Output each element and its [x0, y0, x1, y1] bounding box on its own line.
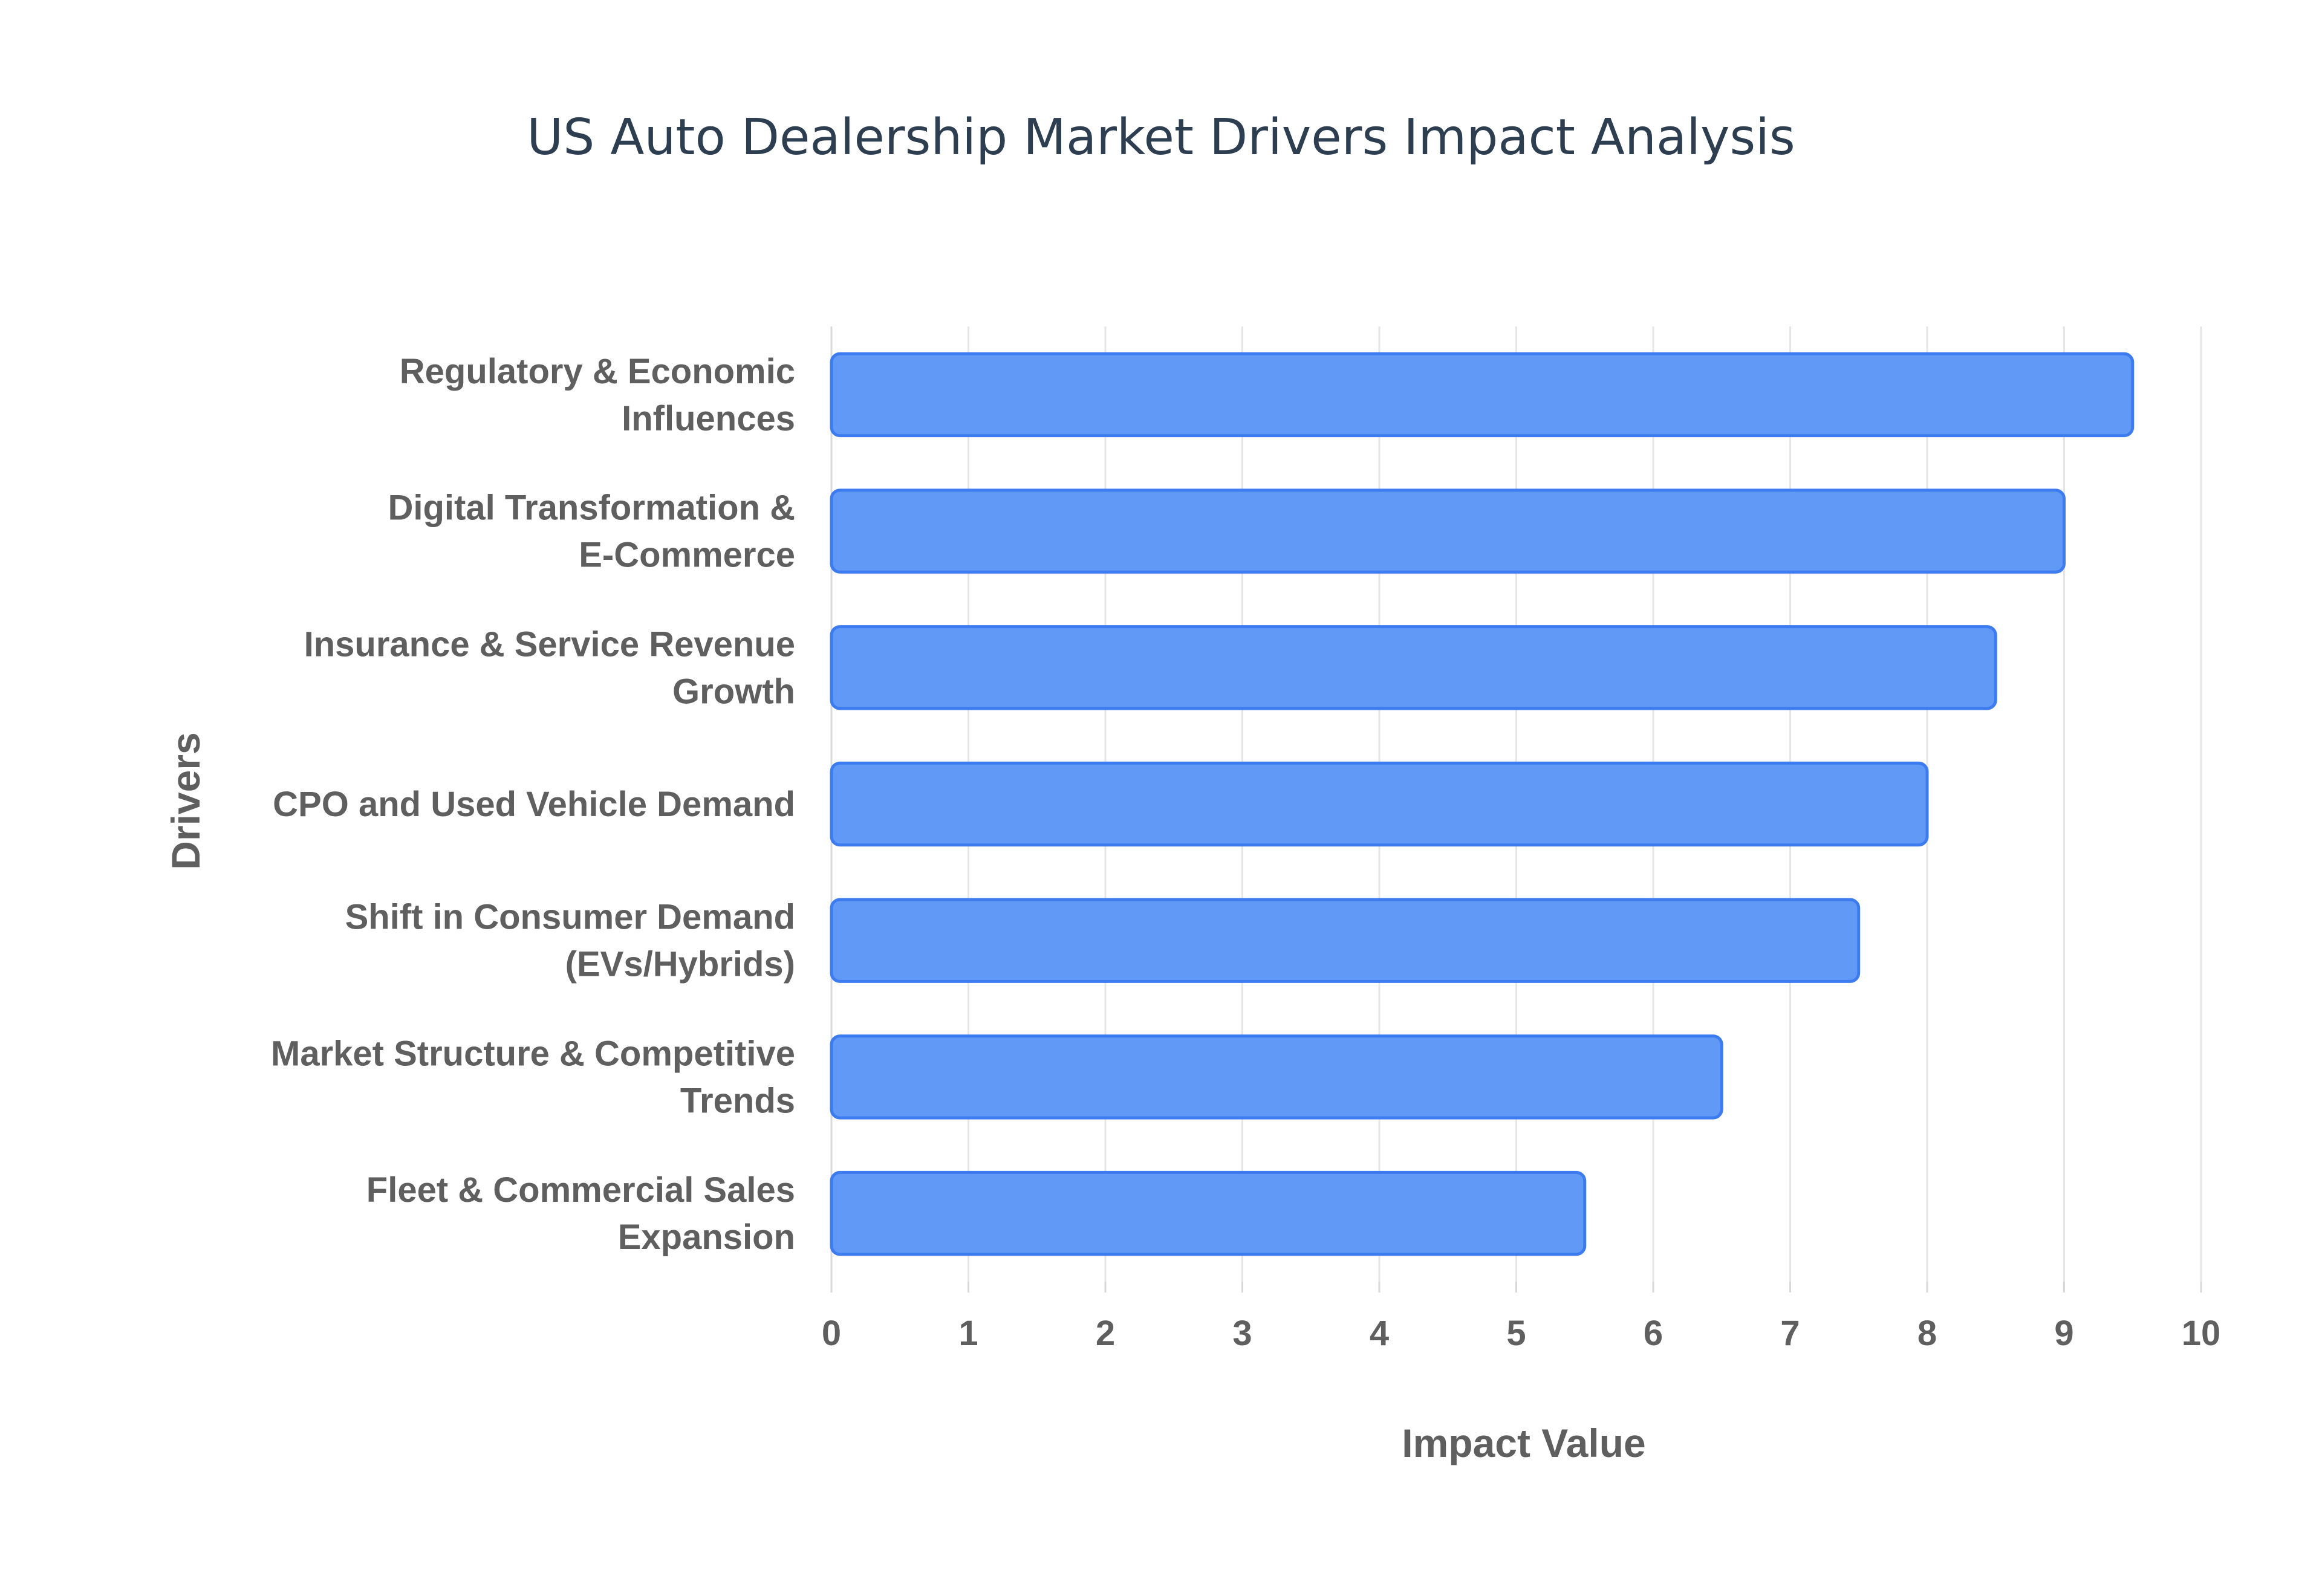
category-label-line: Market Structure & Competitive	[271, 1034, 795, 1073]
x-tick-label: 7	[1780, 1314, 1800, 1353]
bars	[830, 352, 2135, 1256]
chart-title: US Auto Dealership Market Drivers Impact…	[527, 109, 1795, 166]
category-label-line: Regulatory & Economic	[400, 352, 795, 391]
bar	[830, 352, 2135, 438]
category-label-line: E-Commerce	[579, 536, 795, 575]
x-tick-label: 5	[1506, 1314, 1526, 1353]
bar	[830, 625, 1997, 710]
category-labels: Regulatory & Economic Influences Digital T…	[271, 352, 795, 1257]
x-tick-label: 3	[1232, 1314, 1252, 1353]
category-label-line: (EVs/Hybrids)	[565, 945, 795, 984]
category-label-line: Shift in Consumer Demand	[345, 898, 795, 937]
category-label: Digital Transformation & E-Commerce	[388, 488, 795, 575]
category-label-line: Trends	[680, 1081, 795, 1120]
bar	[830, 898, 1861, 983]
x-axis-title: Impact Value	[1402, 1421, 1646, 1465]
x-tick-label: 0	[822, 1314, 841, 1353]
category-label: Insurance & Service Revenue Growth	[304, 624, 795, 711]
category-label-line: Expansion	[618, 1218, 795, 1257]
bar	[830, 488, 2066, 574]
category-label: Shift in Consumer Demand (EVs/Hybrids)	[345, 898, 795, 984]
category-label-line: Insurance & Service Revenue	[304, 624, 795, 664]
x-tick-label: 1	[958, 1314, 978, 1353]
category-label-line: Influences	[622, 399, 795, 438]
x-tick-label: 2	[1096, 1314, 1115, 1353]
category-label: Market Structure & Competitive Trends	[271, 1034, 795, 1120]
y-axis-title: Drivers	[163, 732, 208, 870]
category-label-line: Growth	[672, 672, 795, 711]
x-tick-label: 6	[1644, 1314, 1663, 1353]
x-tick-label: 9	[2054, 1314, 2073, 1353]
bar	[830, 1034, 1723, 1120]
x-tick-label: 10	[2182, 1314, 2221, 1353]
axes: 0 1 2 3 4 5 6 7 8 9 10	[822, 1282, 2220, 1353]
category-label-line: Digital Transformation &	[388, 488, 795, 528]
bar	[830, 1170, 1587, 1256]
category-label: Regulatory & Economic Influences	[400, 352, 795, 438]
bar	[830, 761, 1929, 847]
category-label: CPO and Used Vehicle Demand	[273, 785, 795, 824]
x-tick-label: 4	[1370, 1314, 1389, 1353]
category-label-line: Fleet & Commercial Sales	[366, 1170, 795, 1210]
category-label-line: CPO and Used Vehicle Demand	[273, 785, 795, 824]
x-tick-label: 8	[1917, 1314, 1937, 1353]
category-label: Fleet & Commercial Sales Expansion	[366, 1170, 795, 1257]
